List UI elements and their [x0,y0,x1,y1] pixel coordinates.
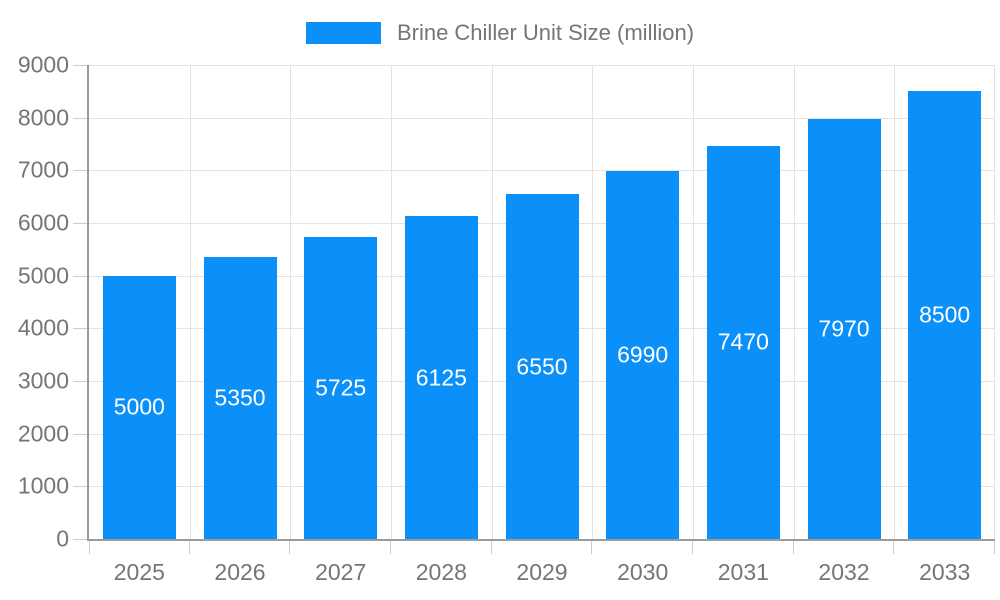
bar-value-label: 5000 [113,393,165,420]
x-gridline [491,65,493,539]
legend-item[interactable]: Brine Chiller Unit Size (million) [0,20,1000,46]
y-axis-tick [73,223,87,224]
x-gridline [290,65,292,539]
x-axis-tick [792,541,794,554]
x-gridline [994,65,995,539]
x-axis-label: 2025 [113,559,165,585]
bar-value-label: 7470 [717,328,769,355]
bar-value-label: 6990 [617,341,669,368]
plot-area: 0 1000 2000 3000 4000 5000 6000 7000 8000 9000 500… [18,52,995,585]
x-axis-tick [289,541,291,554]
legend-swatch [305,22,381,44]
y-axis-tick [73,275,87,277]
x-gridline [391,65,392,539]
bar-2033[interactable]: 8500 [908,91,982,539]
bar-2026[interactable]: 5350 [203,257,277,539]
bar-2031[interactable]: 7470 [706,145,780,539]
y-axis-label: 0 [56,525,69,552]
y-axis-label: 4000 [17,314,69,341]
y-axis-tick [73,170,87,172]
y-axis-tick [73,65,87,66]
x-gridline [793,65,795,539]
y-axis-label: 1000 [17,472,69,499]
x-axis-label: 2030 [617,559,669,585]
x-axis-tick [591,541,593,554]
y-axis-tick [73,539,87,540]
x-axis-tick [188,541,190,554]
x-axis-tick [490,541,492,554]
x-axis-label: 2028 [415,559,467,585]
x-gridline [592,65,594,539]
x-axis-label: 2032 [818,559,870,585]
x-axis-tick [994,541,995,554]
bar-2032[interactable]: 7970 [807,119,881,539]
bar-value-label: 7970 [818,315,870,342]
y-axis-label: 9000 [17,51,69,78]
x-axis-label: 2026 [214,559,266,585]
bar-value-label: 6125 [415,364,467,391]
x-axis-tick [692,541,693,554]
bar-value-label: 5350 [214,384,266,411]
y-axis-label: 3000 [17,367,69,394]
y-axis-tick [73,328,87,330]
x-axis-label: 2033 [919,559,971,585]
x-axis-tick [893,541,895,554]
y-axis-label: 6000 [17,209,69,236]
x-axis-label: 2029 [516,559,568,585]
x-axis-tick [89,541,90,554]
bar-2029[interactable]: 6550 [505,194,579,539]
bar-value-label: 8500 [919,301,971,328]
y-gridline [89,65,995,66]
x-axis-label: 2031 [717,559,769,585]
y-axis-label: 5000 [17,262,69,289]
bar-value-label: 5725 [315,374,367,401]
bar-2027[interactable]: 5725 [304,237,378,539]
bar-2028[interactable]: 6125 [404,216,478,539]
bar-2030[interactable]: 6990 [606,170,680,539]
y-axis-label: 8000 [17,104,69,131]
bar-value-label: 6550 [516,353,568,380]
legend-label: Brine Chiller Unit Size (million) [396,20,695,45]
x-gridline [693,65,694,539]
x-gridline [189,65,191,539]
bar-2025[interactable]: 5000 [102,275,176,539]
y-axis-tick [73,381,87,382]
y-axis-label: 2000 [17,420,69,447]
y-gridline [89,117,995,119]
y-axis-tick [73,433,87,435]
y-axis-label: 7000 [17,156,69,183]
x-gridline [894,65,896,539]
y-gridline [89,170,995,172]
y-axis-tick [73,486,87,488]
x-axis-label: 2027 [315,559,367,585]
x-axis-tick [390,541,391,554]
y-axis-tick [73,117,87,119]
